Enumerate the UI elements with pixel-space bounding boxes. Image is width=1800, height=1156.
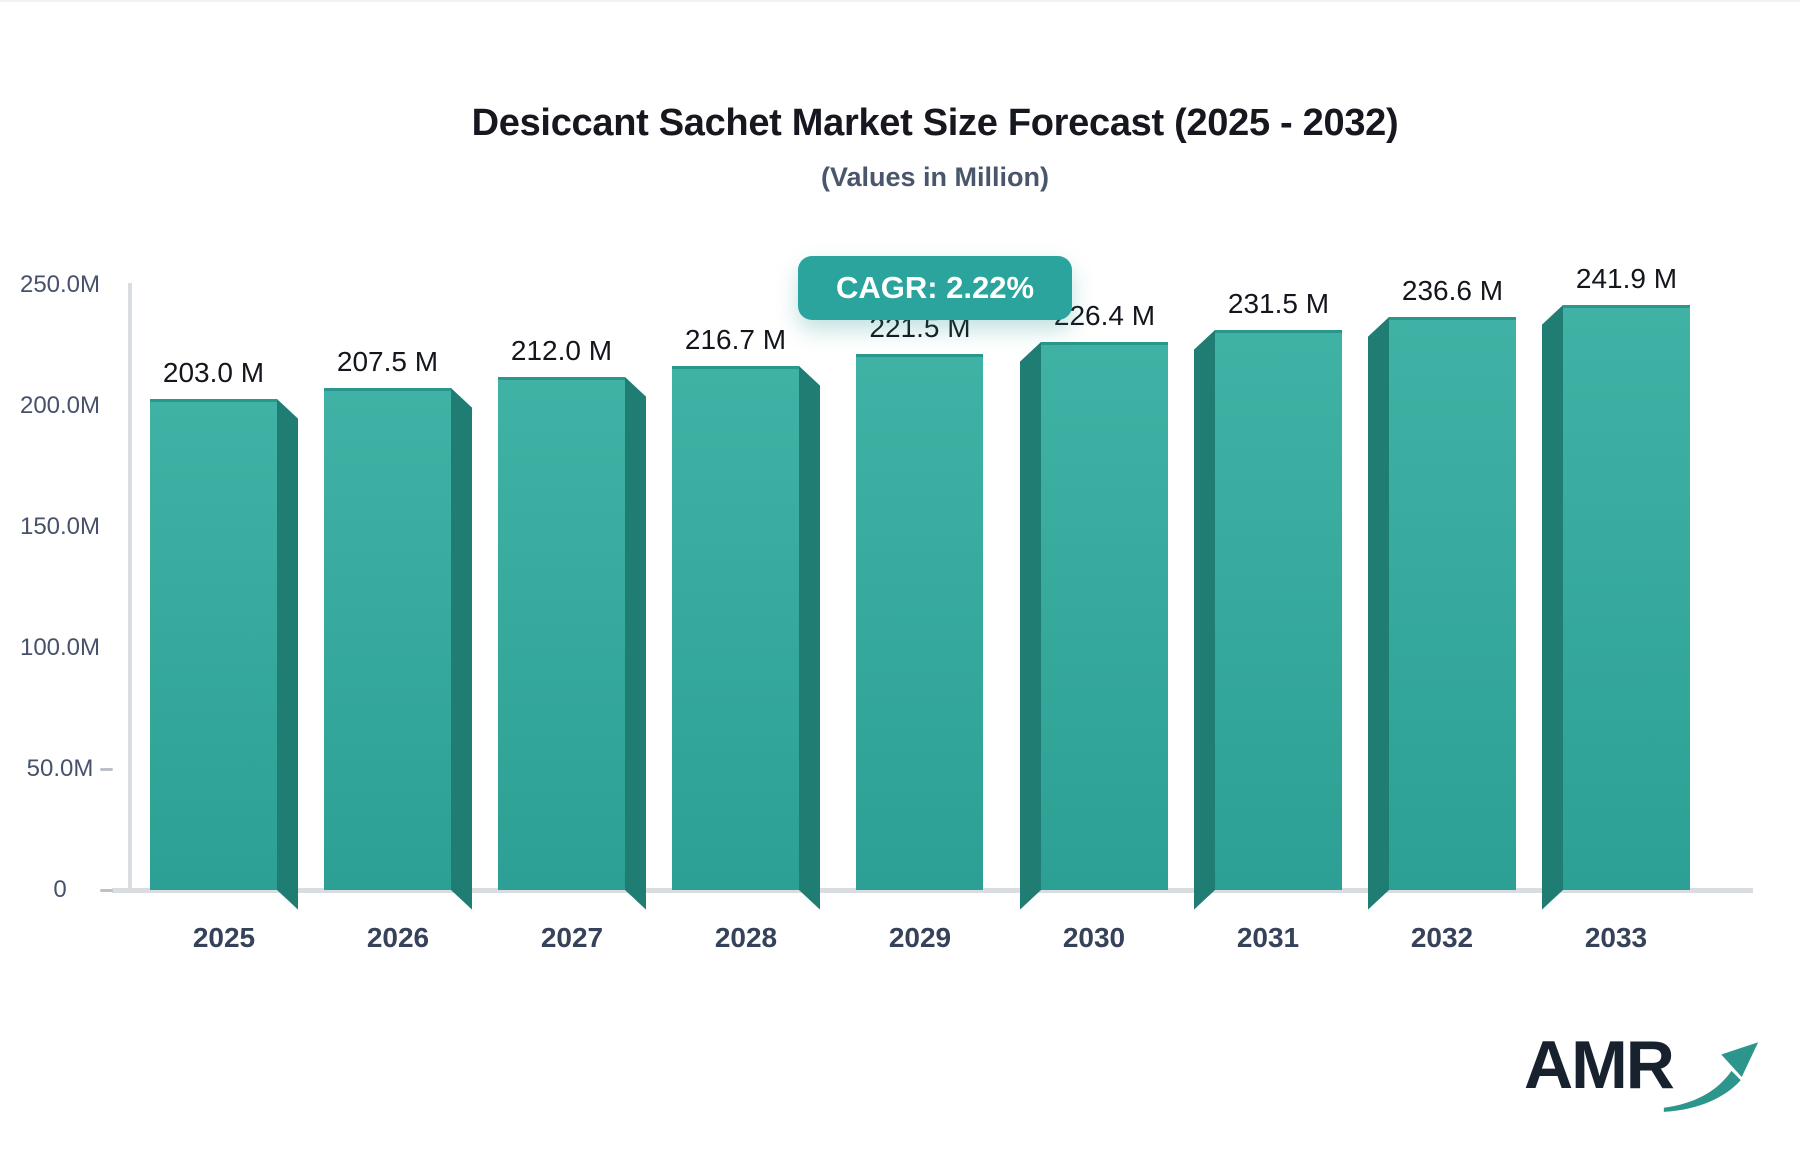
page-title: Desiccant Sachet Market Size Forecast (2… (471, 102, 1399, 144)
bar-group-2032: 236.6 M 2032 (1368, 275, 1516, 953)
y-tick-label: 150.0M (19, 513, 101, 540)
x-axis-label: 2032 (1410, 922, 1474, 953)
bars: 203.0 M 2025 207.5 M 2026 212.0 M 2027 216.7 M… (150, 263, 1750, 953)
y-axis: 250.0M 200.0M 150.0M 100.0M 50.0M 0 (0, 271, 120, 903)
page-subtitle: (Values in Million) (820, 162, 1050, 192)
bar-group-2025: 203.0 M 2025 (150, 357, 298, 953)
y-tick-label: 50.0M (26, 755, 94, 782)
x-axis-line (112, 888, 1753, 893)
bar-group-2026: 207.5 M 2026 (324, 346, 472, 953)
bar-side-shadow (625, 376, 646, 910)
bar-side-shadow (1542, 304, 1563, 910)
amr-logo-text: AMR (1524, 1027, 1675, 1103)
bar-side-shadow (1020, 342, 1041, 910)
y-tick-label: 200.0M (19, 392, 101, 419)
bar-group-2031: 231.5 M 2031 (1194, 288, 1342, 953)
bar-face (1041, 342, 1168, 890)
y-axis-line (128, 283, 132, 893)
y-tick-label: 0 (53, 876, 67, 903)
x-axis-label: 2026 (366, 922, 430, 953)
bar-value-label: 241.9 M (1575, 262, 1678, 294)
bar-side-shadow (1368, 317, 1389, 910)
bar-side-shadow (277, 398, 298, 910)
amr-logo: AMR (1524, 1022, 1763, 1121)
bar-side-shadow (451, 387, 472, 910)
x-axis-label: 2028 (714, 922, 778, 953)
bar-face (856, 353, 983, 890)
bar-face (498, 376, 625, 890)
bar-face (150, 398, 277, 890)
x-axis-label: 2025 (192, 922, 256, 953)
bar-group-2029: 221.5 M 2029 (846, 312, 994, 953)
growth-arrow-icon (1659, 1034, 1763, 1121)
bar-value-label: 212.0 M (510, 334, 613, 366)
bar-face (1563, 304, 1690, 890)
x-axis-label: 2030 (1062, 922, 1126, 953)
bar-value-label: 216.7 M (684, 323, 787, 355)
x-axis-label: 2029 (888, 922, 952, 953)
bar-group-2030: 226.4 M 2030 (1020, 300, 1168, 953)
bar-face (324, 387, 451, 890)
bar-face (1389, 317, 1516, 890)
y-tick-dash (100, 889, 113, 892)
bar-face (672, 365, 799, 890)
bar-value-label: 231.5 M (1227, 287, 1330, 319)
bar-side-shadow (1194, 329, 1215, 910)
bar-value-label: 207.5 M (336, 345, 439, 377)
bar-group-2027: 212.0 M 2027 (498, 335, 646, 953)
chart-header: Desiccant Sachet Market Size Forecast (2… (115, 0, 1755, 193)
y-tick-label: 250.0M (19, 271, 101, 298)
cagr-badge: CAGR: 2.22% (797, 256, 1073, 320)
x-axis-label: 2027 (540, 922, 604, 953)
cagr-badge-row: CAGR: 2.22% (115, 256, 1755, 320)
bar-value-label: 203.0 M (162, 356, 265, 388)
y-tick-label: 100.0M (19, 634, 101, 661)
y-tick-dash (100, 768, 113, 771)
bar-face (1215, 329, 1342, 890)
x-axis-label: 2031 (1236, 922, 1300, 953)
bar-group-2028: 216.7 M 2028 (672, 324, 820, 953)
bar-side-shadow (799, 365, 820, 910)
bar-group-2033: 241.9 M 2033 (1542, 263, 1690, 953)
x-axis-label: 2033 (1584, 922, 1648, 953)
bar-value-label: 236.6 M (1401, 275, 1504, 307)
